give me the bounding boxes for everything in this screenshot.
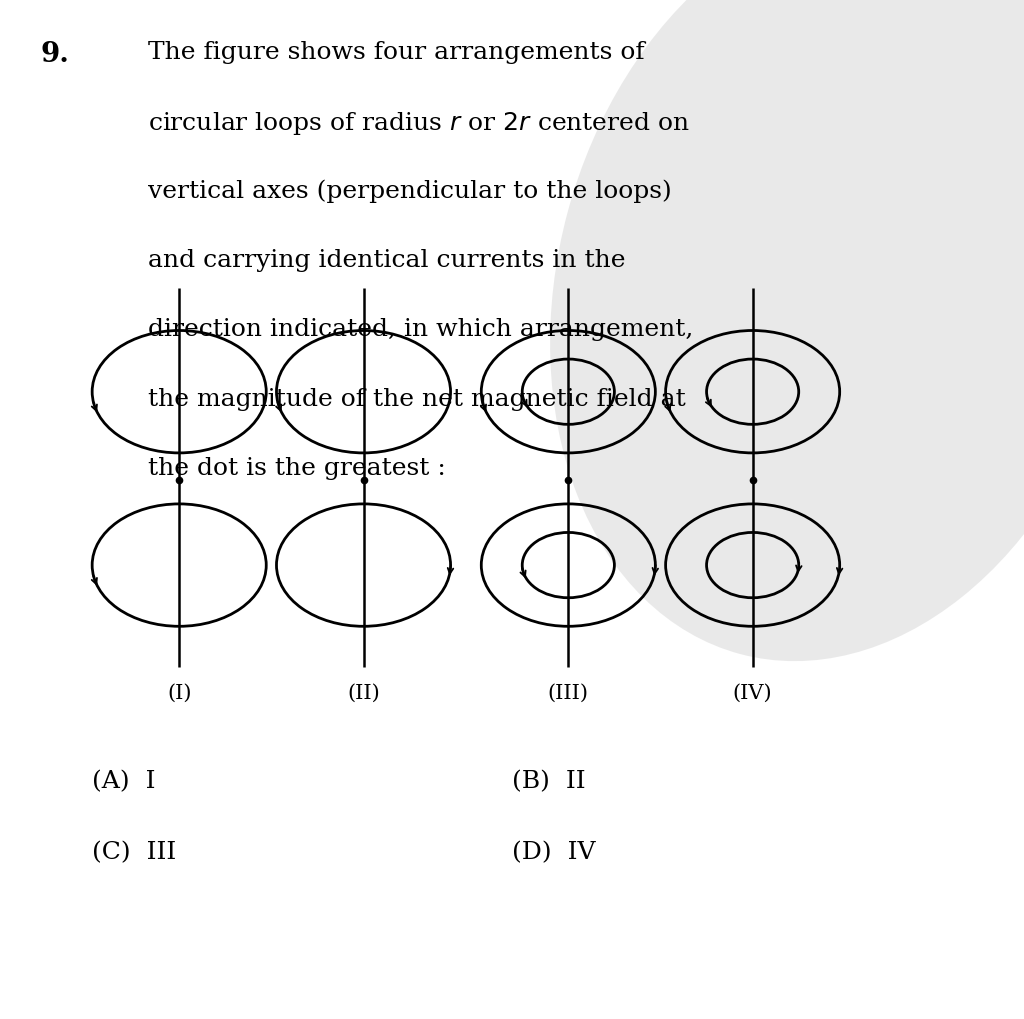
Text: (A)  I: (A) I <box>92 769 156 793</box>
Text: vertical axes (perpendicular to the loops): vertical axes (perpendicular to the loop… <box>148 179 672 203</box>
Text: The figure shows four arrangements of: The figure shows four arrangements of <box>148 41 645 64</box>
Text: and carrying identical currents in the: and carrying identical currents in the <box>148 249 626 272</box>
Text: the dot is the greatest :: the dot is the greatest : <box>148 457 446 480</box>
Text: (C)  III: (C) III <box>92 841 176 864</box>
Ellipse shape <box>550 0 1024 661</box>
Text: (I): (I) <box>167 683 191 702</box>
Text: (II): (II) <box>347 683 380 702</box>
Text: (IV): (IV) <box>733 683 772 702</box>
Text: 9.: 9. <box>41 41 70 67</box>
Text: (D)  IV: (D) IV <box>512 841 596 864</box>
Text: the magnitude of the net magnetic field at: the magnitude of the net magnetic field … <box>148 387 686 411</box>
Text: direction indicated, in which arrangement,: direction indicated, in which arrangemen… <box>148 318 694 341</box>
Text: (III): (III) <box>548 683 589 702</box>
Text: circular loops of radius $r$ or $2r$ centered on: circular loops of radius $r$ or $2r$ cen… <box>148 110 690 137</box>
Text: (B)  II: (B) II <box>512 769 586 793</box>
